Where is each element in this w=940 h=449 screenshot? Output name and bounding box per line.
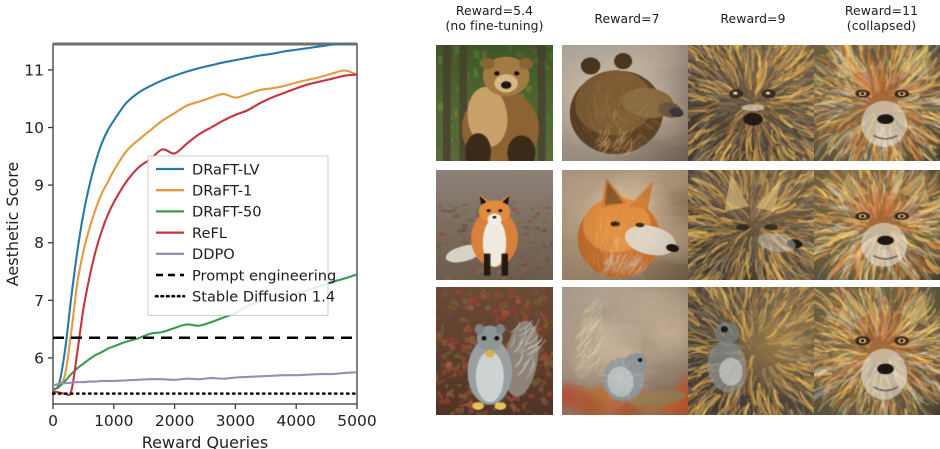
y-tick-label: 11 bbox=[24, 61, 44, 79]
x-tick-label: 2000 bbox=[155, 412, 194, 430]
sample-thumbnail-canvas bbox=[814, 287, 940, 415]
sample-image-fox-col4 bbox=[814, 170, 940, 280]
column-header-line1: Reward=5.4 bbox=[455, 3, 534, 18]
series-line-refl bbox=[53, 73, 357, 397]
column-header-col-reward-11: Reward=11 (collapsed) bbox=[802, 3, 940, 33]
sample-image-fox-col3 bbox=[688, 170, 818, 280]
y-tick-label: 7 bbox=[34, 292, 44, 310]
x-tick-label: 1000 bbox=[94, 412, 133, 430]
sample-thumbnail-canvas bbox=[688, 170, 818, 280]
column-header-line1: Reward=9 bbox=[720, 11, 786, 26]
column-header-line2: (no fine-tuning) bbox=[445, 18, 544, 33]
sample-thumbnail-canvas bbox=[688, 287, 818, 415]
sample-image-bear-col4 bbox=[814, 45, 940, 161]
y-axis-label: Aesthetic Score bbox=[3, 162, 22, 287]
column-header-line1: Reward=7 bbox=[594, 11, 660, 26]
column-header-col-reward-7: Reward=7 bbox=[550, 11, 704, 26]
y-tick-label: 9 bbox=[34, 177, 44, 195]
legend-label-stable-diffusion-1-4: Stable Diffusion 1.4 bbox=[192, 289, 335, 306]
sample-image-bear-col1 bbox=[436, 45, 553, 161]
y-axis: 6 7 8 9 10 11 Aesthetic Score bbox=[3, 61, 53, 367]
legend-label-draft-lv: DRaFT-LV bbox=[192, 161, 260, 178]
y-tick-label: 6 bbox=[34, 349, 44, 367]
legend-label-refl: ReFL bbox=[192, 225, 228, 242]
sample-thumbnail-canvas bbox=[562, 45, 692, 161]
sample-thumbnail-canvas bbox=[562, 287, 692, 415]
sample-thumbnail-canvas bbox=[814, 45, 940, 161]
sample-image-bear-col3 bbox=[688, 45, 818, 161]
column-header-col-reward-9: Reward=9 bbox=[676, 11, 830, 26]
x-axis-label: Reward Queries bbox=[142, 433, 268, 449]
y-tick-label: 10 bbox=[24, 119, 44, 137]
x-tick-label: 5000 bbox=[337, 412, 376, 430]
sample-grid-panel: Reward=5.4 (no fine-tuning) Reward=7 Reward… bbox=[420, 0, 940, 449]
legend-label-draft-50: DRaFT-50 bbox=[192, 204, 262, 221]
column-header-line2: (collapsed) bbox=[846, 18, 917, 33]
sample-image-bear-col2 bbox=[562, 45, 692, 161]
x-tick-label: 0 bbox=[48, 412, 58, 430]
chart-panel: 0 1000 2000 3000 4000 5000 Reward Queries 6 7 8 9 1… bbox=[0, 0, 412, 449]
series-line-ddpo bbox=[53, 371, 357, 387]
training-curve-chart: 0 1000 2000 3000 4000 5000 Reward Queries 6 7 8 9 1… bbox=[3, 42, 377, 449]
legend-label-draft-1: DRaFT-1 bbox=[192, 183, 252, 200]
legend-label-ddpo: DDPO bbox=[192, 246, 235, 263]
column-header-col-reward-5-4: Reward=5.4 (no fine-tuning) bbox=[424, 3, 565, 33]
sample-thumbnail-canvas bbox=[436, 45, 553, 161]
column-header-line1: Reward=11 bbox=[844, 3, 919, 18]
sample-thumbnail-canvas bbox=[436, 170, 553, 280]
legend-label-prompt-engineering: Prompt engineering bbox=[192, 267, 336, 284]
y-tick-label: 8 bbox=[34, 234, 44, 252]
x-tick-label: 3000 bbox=[216, 412, 255, 430]
sample-thumbnail-canvas bbox=[814, 170, 940, 280]
sample-image-fox-col1 bbox=[436, 170, 553, 280]
sample-image-fox-col2 bbox=[562, 170, 692, 280]
reference-lines bbox=[51, 336, 359, 395]
legend-box bbox=[147, 155, 329, 316]
sample-image-squirrel-col2 bbox=[562, 287, 692, 415]
sample-thumbnail-canvas bbox=[688, 45, 818, 161]
x-axis: 0 1000 2000 3000 4000 5000 Reward Queries bbox=[48, 404, 377, 449]
sample-image-squirrel-col4 bbox=[814, 287, 940, 415]
sample-thumbnail-canvas bbox=[562, 170, 692, 280]
series-line-draft-lv bbox=[53, 44, 357, 391]
sample-image-squirrel-col1 bbox=[436, 287, 553, 415]
series-line-draft-1 bbox=[53, 69, 357, 391]
sample-image-squirrel-col3 bbox=[688, 287, 818, 415]
sample-thumbnail-canvas bbox=[436, 287, 553, 415]
x-tick-label: 4000 bbox=[276, 412, 315, 430]
chart-legend: DRaFT-LV DRaFT-1 DRaFT-50 ReFL DDPO Prompt en… bbox=[147, 155, 336, 316]
